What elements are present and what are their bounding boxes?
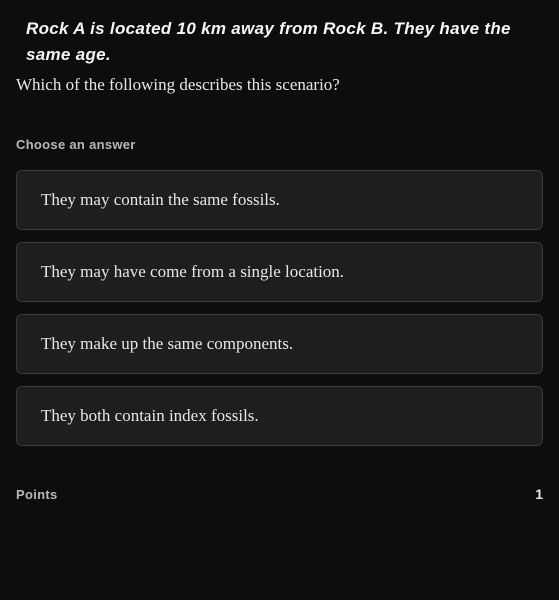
- answers-list: They may contain the same fossils. They …: [16, 170, 543, 446]
- question-emphasis: Rock A is located 10 km away from Rock B…: [16, 16, 543, 69]
- question-block: Rock A is located 10 km away from Rock B…: [16, 16, 543, 97]
- answer-option[interactable]: They may contain the same fossils.: [16, 170, 543, 230]
- question-text: Which of the following describes this sc…: [16, 75, 340, 94]
- points-label: Points: [16, 487, 58, 502]
- answer-option[interactable]: They make up the same components.: [16, 314, 543, 374]
- points-row: Points 1: [16, 486, 543, 502]
- answer-option[interactable]: They both contain index fossils.: [16, 386, 543, 446]
- answer-option[interactable]: They may have come from a single locatio…: [16, 242, 543, 302]
- points-value: 1: [535, 486, 543, 502]
- choose-answer-label: Choose an answer: [16, 137, 543, 152]
